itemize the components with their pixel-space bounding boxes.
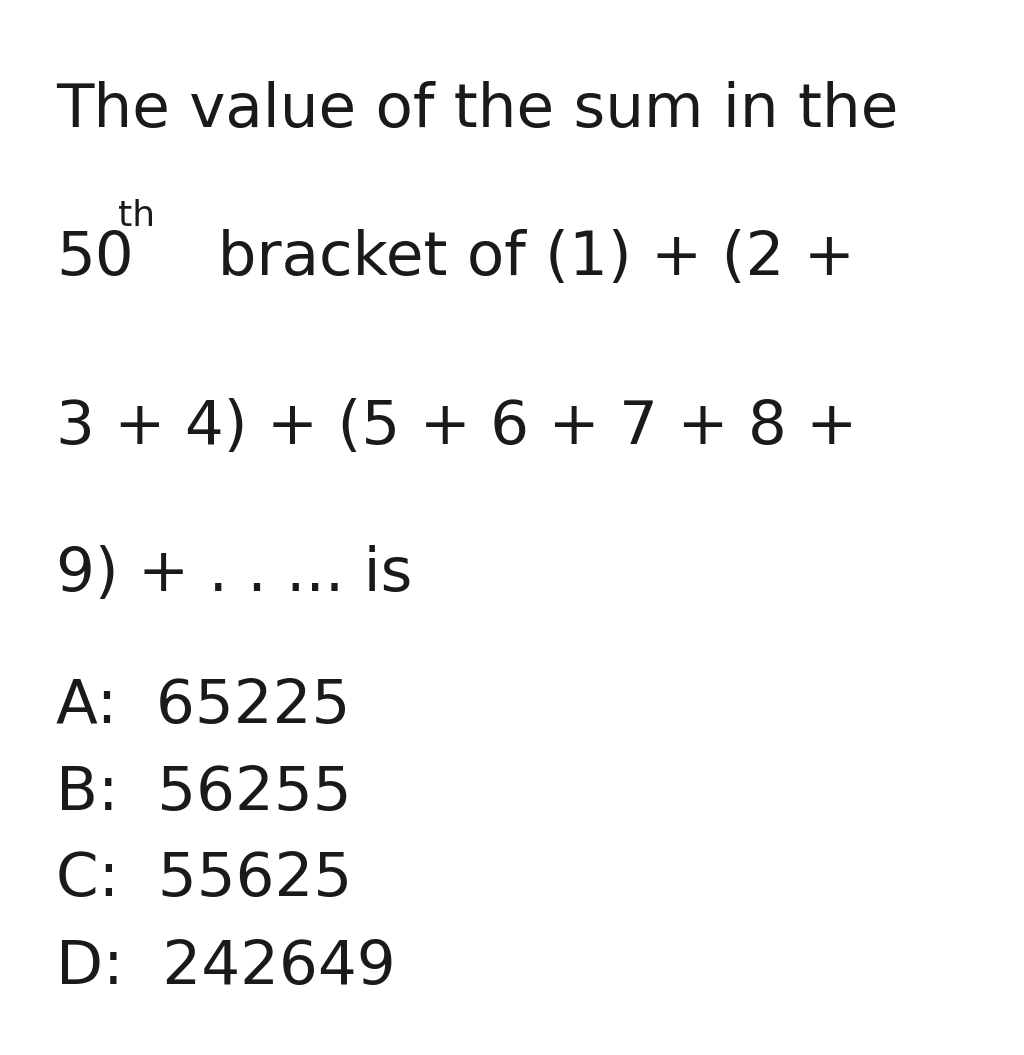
- Text: B:  56255: B: 56255: [56, 764, 352, 823]
- Text: The value of the sum in the: The value of the sum in the: [56, 81, 899, 140]
- Text: bracket of (1) + (2 +: bracket of (1) + (2 +: [179, 229, 855, 288]
- Text: 9) + . . ... is: 9) + . . ... is: [56, 545, 413, 605]
- Text: C:  55625: C: 55625: [56, 850, 352, 909]
- Text: 3 + 4) + (5 + 6 + 7 + 8 +: 3 + 4) + (5 + 6 + 7 + 8 +: [56, 398, 858, 457]
- Text: 50: 50: [56, 229, 134, 288]
- Text: A:  65225: A: 65225: [56, 677, 350, 736]
- Text: th: th: [118, 199, 155, 233]
- Text: D:  242649: D: 242649: [56, 938, 396, 997]
